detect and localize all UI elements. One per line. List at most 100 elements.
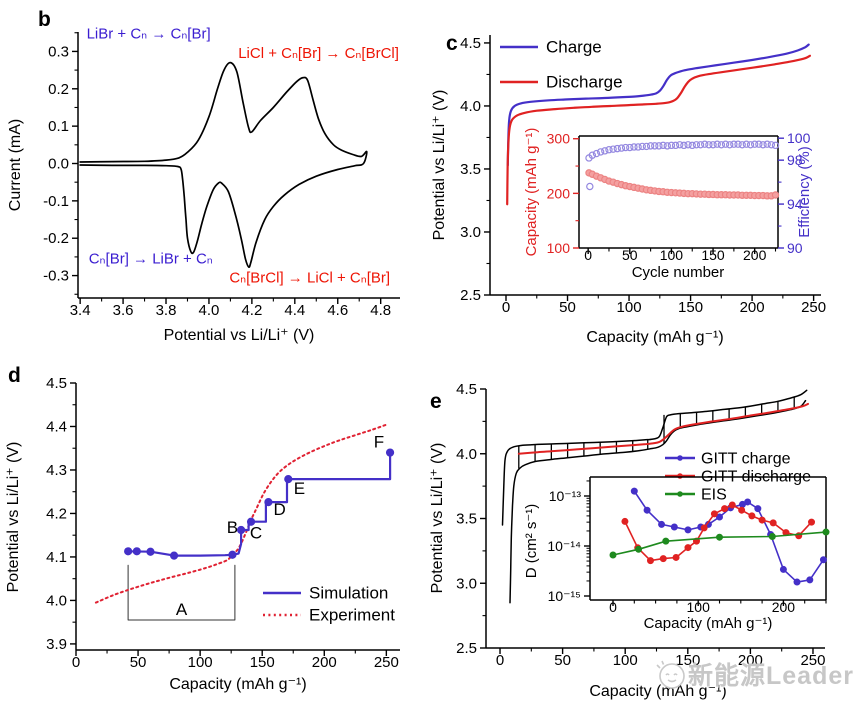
y-tick-label: 3.5 [456, 511, 477, 528]
series-efficiency-marker [651, 142, 659, 150]
y-tick-label: 200 [547, 185, 571, 201]
y-tick-label: 4.0 [456, 446, 477, 463]
y-tick-label: 300 [547, 131, 571, 147]
y-axis-title: Potential vs Li/Li⁺ (V) [429, 443, 446, 594]
annotation: E [294, 479, 305, 498]
series-efficiency-marker [642, 142, 651, 151]
legend-label: Discharge [546, 73, 623, 92]
y-tick-label: 2.5 [456, 640, 477, 657]
series-gitt-discharge-marker [758, 516, 766, 524]
y-tick-label: -0.2 [43, 230, 69, 247]
legend-label: EIS [701, 487, 727, 504]
series-gitt-discharge-marker [646, 557, 654, 565]
series-eis [612, 531, 827, 556]
series-eis-marker [768, 532, 776, 540]
y2-tick-label: 94 [787, 196, 803, 212]
series-gitt-charge-marker [819, 556, 827, 564]
y-tick-label: 0.3 [48, 43, 69, 60]
series-efficiency-marker [742, 140, 751, 148]
series-gitt-charge-marker [684, 526, 692, 534]
x-axis-title: Capacity (mAh g⁻¹) [589, 683, 726, 700]
series-experiment [94, 423, 388, 604]
x-tick-label: 4.0 [199, 302, 220, 319]
x-tick-label: 150 [678, 299, 703, 316]
x-tick-label: 0 [609, 599, 617, 615]
series-efficiency-marker [655, 142, 663, 150]
x-tick-label: 250 [374, 654, 399, 671]
series-efficiency-marker [771, 141, 780, 150]
y2-axis-title: Efficiency (%) [796, 146, 813, 237]
y-axis-title: Potential vs Li/Li⁺ (V) [431, 90, 448, 241]
y-tick-label: 4.5 [456, 381, 477, 398]
y-tick-label: 0.1 [48, 118, 69, 135]
series-gitt-discharge-marker [738, 506, 746, 514]
y-tick-label: 3.0 [456, 575, 477, 592]
series-efficiency-marker [586, 182, 594, 191]
series-efficiency-marker [759, 141, 767, 149]
series-gitt-charge-marker [806, 576, 814, 584]
x-tick-label: 3.8 [156, 302, 177, 319]
x-tick-label: 0 [502, 299, 510, 316]
series-simulation-marker [132, 547, 141, 556]
series-efficiency-marker [692, 141, 701, 149]
y2-tick-label: 100 [787, 130, 811, 146]
x-tick-label: 200 [743, 247, 767, 263]
legend-marker-1 [677, 473, 683, 479]
series-efficiency-marker [621, 143, 630, 152]
series-efficiency-marker [659, 141, 667, 150]
series-efficiency-marker [684, 141, 692, 149]
series-gitt-discharge-marker [728, 501, 736, 509]
chart-e_inset: 0 100 200 10⁻¹⁵ 10⁻¹⁴ 10⁻¹³ Capacity (mAh g⁻¹)… [523, 476, 830, 632]
series-gitt-charge-marker [630, 487, 638, 495]
series-efficiency-marker [663, 142, 671, 150]
legend-label: Charge [546, 38, 602, 57]
x-tick-label: 3.6 [113, 302, 134, 319]
series-gitt-average [517, 402, 809, 455]
series-efficiency-marker [696, 141, 705, 149]
y-axis-title: D (cm² s⁻¹) [523, 504, 540, 579]
chart-c-charge-discharge: 0 50 100 150 200 250 2.5 3.0 3.5 4.0 4.5 Capacity (… [431, 35, 826, 346]
chart-d-simulation-experiment: 0 50 100 150 200 250 3.9 4.0 4.1 4.2 4.3 4.4 4.5 Capa… [5, 375, 400, 693]
series-efficiency-marker [713, 140, 721, 148]
x-axis-title: Cycle number [632, 264, 725, 281]
series-efficiency-marker [705, 141, 713, 149]
x-tick-label: 150 [250, 654, 275, 671]
series-efficiency-marker [617, 144, 626, 152]
x-tick-label: 200 [738, 652, 763, 669]
series-eis-marker [609, 551, 617, 559]
legend-label: GITT charge [701, 451, 791, 468]
series-simulation-marker [284, 475, 293, 484]
series-efficiency-marker [634, 143, 642, 151]
x-tick-label: 250 [800, 652, 825, 669]
series-gitt-charge-marker [643, 506, 651, 514]
series-efficiency-marker [601, 147, 609, 155]
series-simulation-marker [246, 517, 256, 526]
series-efficiency-marker [730, 140, 738, 148]
series-gitt-discharge-marker [710, 510, 718, 518]
y-tick-label: 4.0 [460, 98, 481, 115]
series-eis-marker [662, 537, 670, 545]
y-tick-label: 3.9 [46, 636, 67, 653]
series-gitt-discharge-marker [769, 519, 777, 527]
x-axis-title: Capacity (mAh g⁻¹) [169, 676, 306, 693]
series-efficiency-marker [746, 141, 755, 149]
series-efficiency-marker [767, 141, 776, 149]
annotation: C [250, 524, 262, 543]
x-tick-label: 150 [701, 247, 725, 263]
y2-tick-label: 90 [787, 240, 803, 256]
y-tick-label: 0.0 [48, 156, 69, 173]
annotation: Cₙ[BrCl] → LiCl + Cₙ[Br] [229, 269, 390, 286]
series-efficiency-marker [596, 148, 605, 156]
series-gitt-charge-marker [658, 520, 666, 528]
series-efficiency-marker [709, 141, 717, 149]
y-tick-label: 4.5 [46, 375, 67, 392]
series-efficiency-marker [630, 143, 638, 151]
panel-letter-e: e [430, 390, 442, 413]
series-efficiency-marker [734, 140, 742, 148]
series-simulation-marker [124, 547, 133, 556]
series-eis-marker [822, 528, 830, 536]
series-efficiency-marker [717, 141, 726, 149]
series-cv-curve [79, 61, 368, 269]
